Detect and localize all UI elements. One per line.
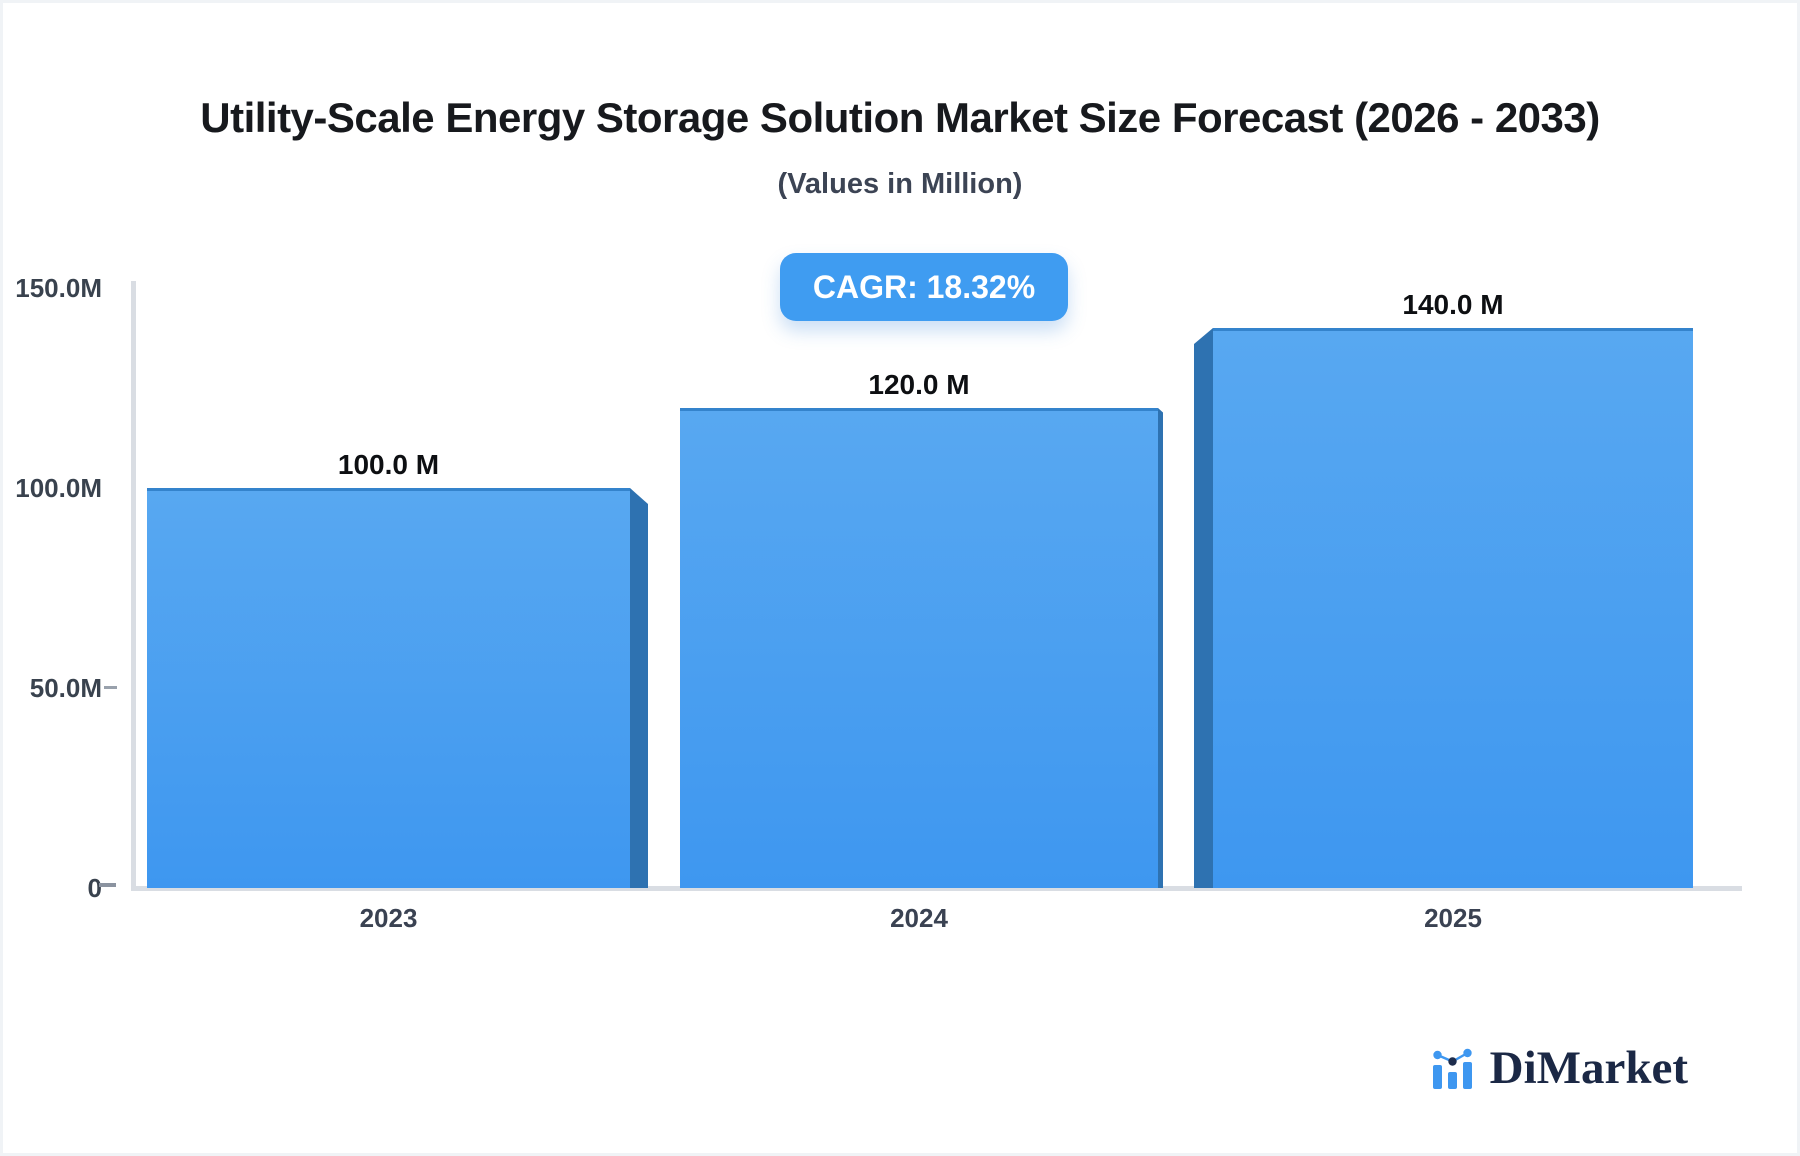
bar	[680, 408, 1158, 888]
bar-3d-side	[1194, 328, 1213, 888]
x-axis-line	[131, 886, 1742, 891]
y-axis-tick	[104, 686, 117, 689]
bar-value-label: 120.0 M	[868, 369, 969, 400]
dimarket-logo-icon	[1432, 1048, 1472, 1089]
y-axis-tick-label: 0	[88, 873, 102, 903]
cagr-badge: CAGR: 18.32%	[780, 253, 1068, 321]
y-axis-tick-label: 150.0M	[15, 273, 102, 303]
bar-value-label: 100.0 M	[338, 449, 439, 480]
x-axis-label: 2024	[890, 903, 948, 933]
brand-logo: DiMarket	[1431, 1040, 1688, 1096]
y-axis-tick-label: 100.0M	[15, 473, 102, 503]
y-axis-line	[131, 281, 136, 891]
bar-3d-side	[1158, 408, 1163, 888]
y-axis-tick	[99, 883, 116, 887]
x-axis-label: 2025	[1424, 903, 1482, 933]
chart-subtitle: (Values in Million)	[777, 168, 1023, 200]
y-axis-tick-label: 50.0M	[30, 673, 102, 703]
page-title: Utility-Scale Energy Storage Solution Ma…	[200, 94, 1600, 141]
bar-top-edge	[147, 488, 630, 491]
bar-3d-side	[630, 488, 648, 888]
bar	[147, 488, 630, 888]
bar-top-edge	[1213, 328, 1693, 331]
bar	[1213, 328, 1693, 888]
brand-name: DiMarket	[1489, 1041, 1688, 1094]
bar-value-label: 140.0 M	[1402, 289, 1503, 320]
x-axis-label: 2023	[360, 903, 418, 933]
bar-top-edge	[680, 408, 1158, 411]
